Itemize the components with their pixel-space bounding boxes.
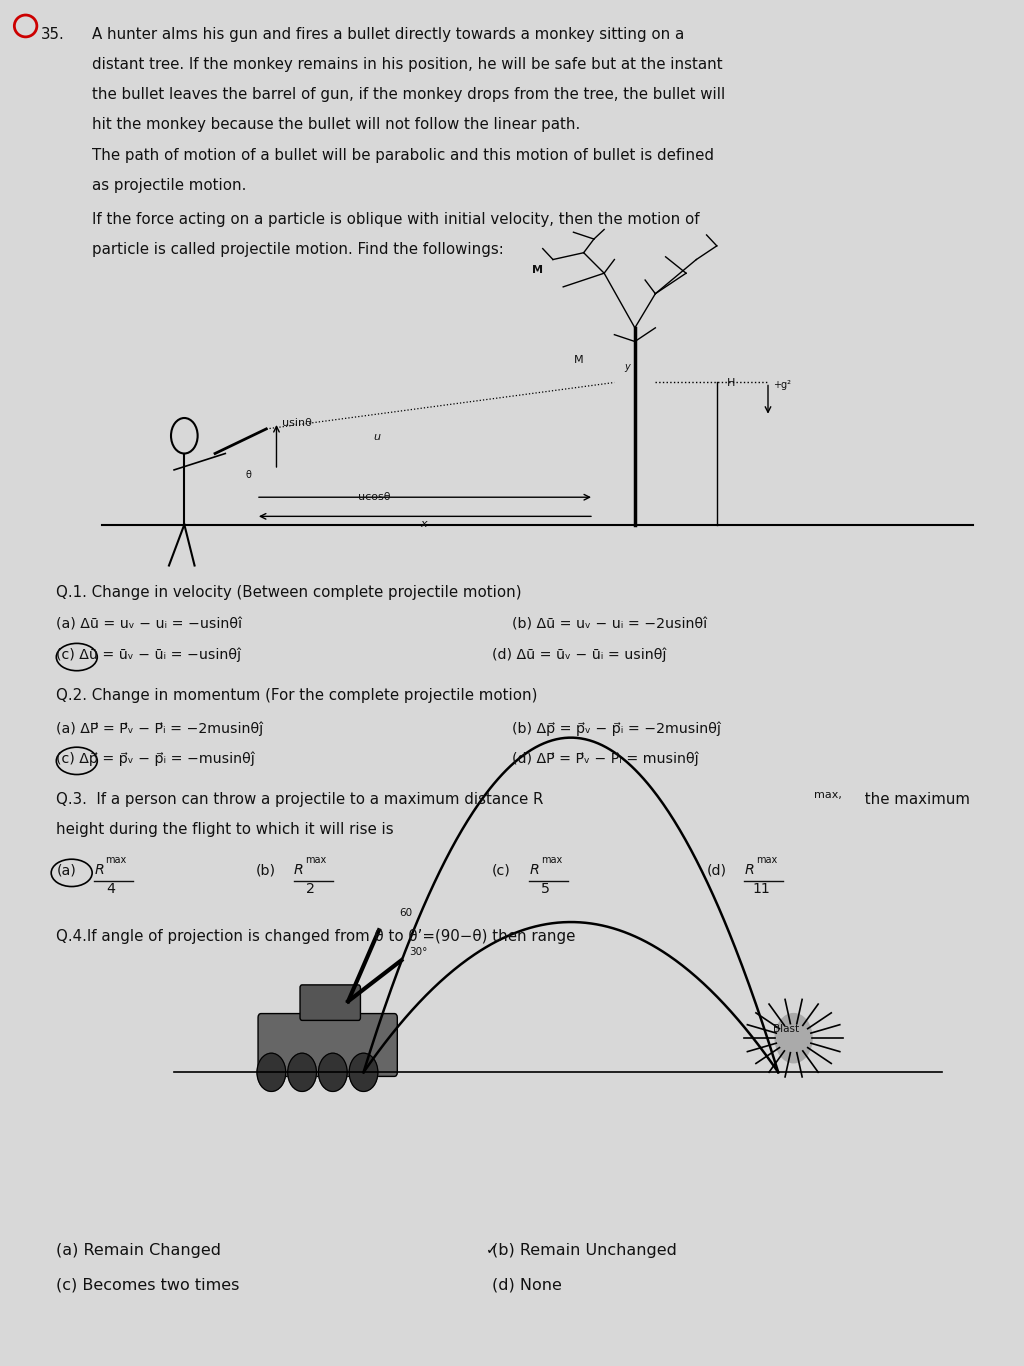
Text: (c) Δū = ūᵥ − ūᵢ = −usinθĵ: (c) Δū = ūᵥ − ūᵢ = −usinθĵ <box>56 647 242 663</box>
Text: usinθ: usinθ <box>282 418 311 428</box>
Text: (b) Remain Unchanged: (b) Remain Unchanged <box>492 1243 677 1258</box>
Text: (d) None: (d) None <box>492 1277 561 1292</box>
Text: (b) Δū = uᵥ − uᵢ = −2usinθî: (b) Δū = uᵥ − uᵢ = −2usinθî <box>512 617 708 631</box>
Text: 30°: 30° <box>410 947 428 956</box>
FancyBboxPatch shape <box>300 985 360 1020</box>
FancyBboxPatch shape <box>258 1014 397 1076</box>
Text: (c) Δp⃗ = p⃗ᵥ − p⃗ᵢ = −musinθĵ: (c) Δp⃗ = p⃗ᵥ − p⃗ᵢ = −musinθĵ <box>56 751 255 766</box>
Text: particle is called projectile motion. Find the followings:: particle is called projectile motion. Fi… <box>92 242 504 257</box>
Text: Q.1. Change in velocity (Between complete projectile motion): Q.1. Change in velocity (Between complet… <box>56 585 522 600</box>
Text: R: R <box>744 863 755 877</box>
Text: (d): (d) <box>707 863 727 877</box>
Circle shape <box>318 1053 347 1091</box>
Text: (d) ΔP⃗ = P⃗ᵥ − P⃗ᵢ = musinθĵ: (d) ΔP⃗ = P⃗ᵥ − P⃗ᵢ = musinθĵ <box>512 751 698 766</box>
Text: (a) Δū = uᵥ − uᵢ = −usinθî: (a) Δū = uᵥ − uᵢ = −usinθî <box>56 617 243 631</box>
Text: Blast: Blast <box>773 1024 800 1034</box>
Text: hit the monkey because the bullet will not follow the linear path.: hit the monkey because the bullet will n… <box>92 117 581 133</box>
Text: max,: max, <box>814 790 842 799</box>
Text: (a) ΔP⃗ = P⃗ᵥ − P⃗ᵢ = −2musinθĵ: (a) ΔP⃗ = P⃗ᵥ − P⃗ᵢ = −2musinθĵ <box>56 721 263 736</box>
Text: Q.3.  If a person can throw a projectile to a maximum distance R: Q.3. If a person can throw a projectile … <box>56 792 544 807</box>
Text: 11: 11 <box>752 882 770 896</box>
Text: M: M <box>532 265 544 275</box>
Circle shape <box>349 1053 378 1091</box>
Text: If the force acting on a particle is oblique with initial velocity, then the mot: If the force acting on a particle is obl… <box>92 212 699 227</box>
Text: (a): (a) <box>56 863 76 877</box>
Text: (a) Remain Changed: (a) Remain Changed <box>56 1243 221 1258</box>
Text: R: R <box>94 863 104 877</box>
Text: (c): (c) <box>492 863 510 877</box>
Text: as projectile motion.: as projectile motion. <box>92 178 247 193</box>
Text: (c) Becomes two times: (c) Becomes two times <box>56 1277 240 1292</box>
Text: u: u <box>374 432 381 441</box>
Text: 2: 2 <box>306 882 314 896</box>
Text: max: max <box>305 855 327 865</box>
Text: (b): (b) <box>256 863 276 877</box>
Text: Q.2. Change in momentum (For the complete projectile motion): Q.2. Change in momentum (For the complet… <box>56 688 538 703</box>
Text: the maximum: the maximum <box>860 792 970 807</box>
Text: max: max <box>105 855 127 865</box>
Text: max: max <box>756 855 777 865</box>
Text: R: R <box>294 863 304 877</box>
Circle shape <box>257 1053 286 1091</box>
Text: R: R <box>529 863 540 877</box>
Text: H: H <box>727 378 735 388</box>
Text: (b) Δp⃗ = p⃗ᵥ − p⃗ᵢ = −2musinθĵ: (b) Δp⃗ = p⃗ᵥ − p⃗ᵢ = −2musinθĵ <box>512 721 721 736</box>
Text: 4: 4 <box>106 882 115 896</box>
Text: height during the flight to which it will rise is: height during the flight to which it wil… <box>56 822 394 837</box>
Text: x: x <box>420 519 426 529</box>
Text: max: max <box>541 855 562 865</box>
Text: θ: θ <box>246 470 252 479</box>
Circle shape <box>288 1053 316 1091</box>
Text: The path of motion of a bullet will be parabolic and this motion of bullet is de: The path of motion of a bullet will be p… <box>92 148 714 163</box>
Text: 35.: 35. <box>41 27 65 42</box>
Text: ucosθ: ucosθ <box>358 492 391 501</box>
Text: ✓: ✓ <box>486 1243 498 1257</box>
Text: A hunter alms his gun and fires a bullet directly towards a monkey sitting on a: A hunter alms his gun and fires a bullet… <box>92 27 684 42</box>
Circle shape <box>775 1014 812 1063</box>
Text: distant tree. If the monkey remains in his position, he will be safe but at the : distant tree. If the monkey remains in h… <box>92 57 723 72</box>
Text: the bullet leaves the barrel of gun, if the monkey drops from the tree, the bull: the bullet leaves the barrel of gun, if … <box>92 87 725 102</box>
Text: y: y <box>625 362 631 372</box>
Text: M: M <box>573 355 583 365</box>
Text: Q.4.If angle of projection is changed from θ to θ’=(90−θ) then range: Q.4.If angle of projection is changed fr… <box>56 929 575 944</box>
Text: +g²: +g² <box>773 380 792 389</box>
Text: 60: 60 <box>399 908 413 918</box>
Text: (d) Δū = ūᵥ − ūᵢ = usinθĵ: (d) Δū = ūᵥ − ūᵢ = usinθĵ <box>492 647 666 663</box>
Text: 5: 5 <box>542 882 550 896</box>
